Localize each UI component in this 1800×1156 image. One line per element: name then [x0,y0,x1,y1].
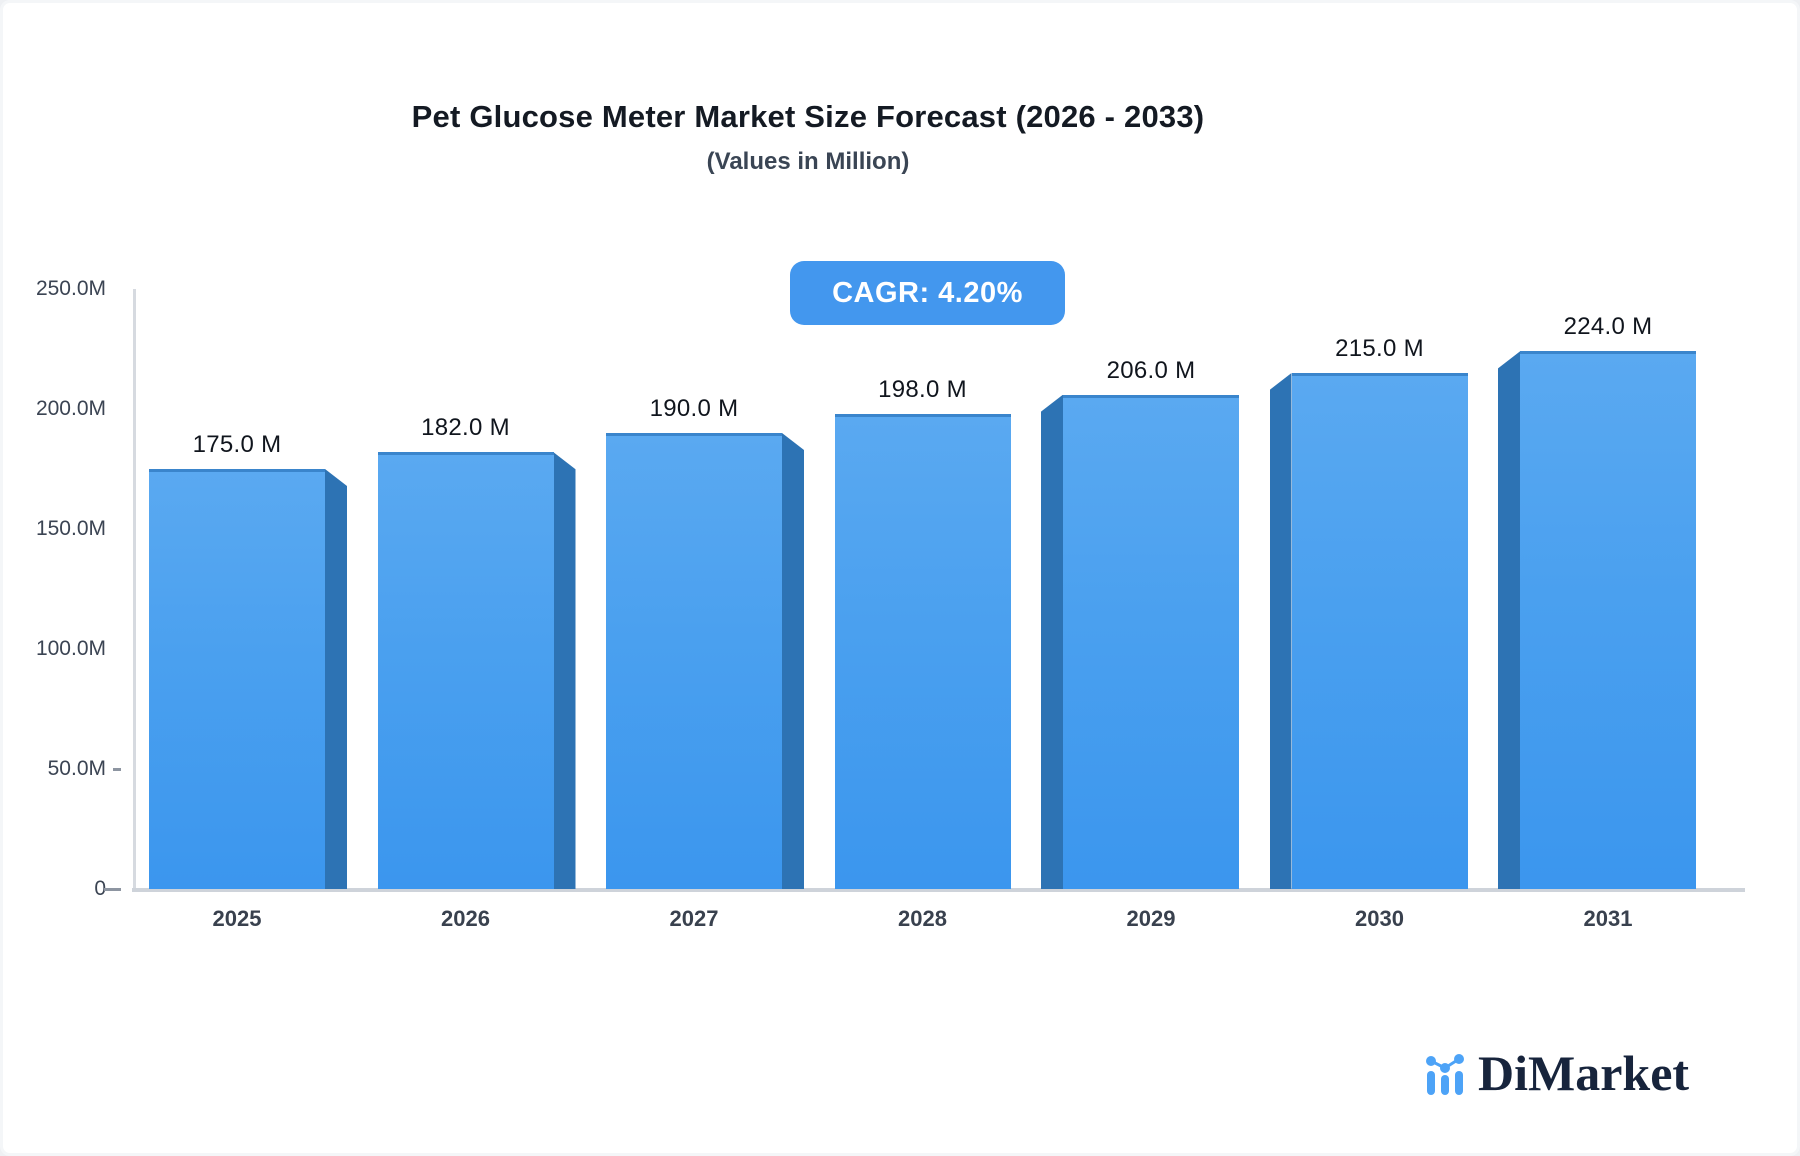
dimarket-bar-chart-logo-icon [1426,1054,1464,1095]
bar-2026[interactable] [377,452,554,889]
bar-2027-side-face [782,433,804,889]
x-axis-label: 2028 [898,906,947,931]
y-axis-label: 100.0M [35,637,106,660]
bar-2026-side-face [553,452,576,889]
bar-value-label: 206.0 M [1106,356,1196,384]
brand-logo: DiMarket [1422,1047,1689,1099]
chart-title: Pet Glucose Meter Market Size Forecast (… [411,99,1205,134]
bar-value-label: 224.0 M [1563,313,1653,341]
x-axis-line [132,888,1745,892]
x-axis-label: 2026 [441,906,490,931]
bar-2025[interactable] [149,469,325,889]
bar-value-label: 182.0 M [421,414,510,442]
chart-subtitle: (Values in Million) [706,148,910,175]
y-axis-label: 50.0M [47,757,106,780]
y-axis-label: 0 [94,877,106,900]
bar-2030-side-face [1269,373,1292,889]
x-axis-label: 2025 [212,906,262,931]
x-axis-label: 2027 [669,906,719,931]
bar-2031-side-face [1498,351,1520,889]
bar-2031[interactable] [1520,351,1696,889]
bar-2029-side-face [1041,394,1063,889]
bar-2029[interactable] [1063,394,1239,889]
bar-2027[interactable] [606,433,782,889]
chart-header: Pet Glucose Meter Market Size Forecast (… [3,99,1613,176]
bar-2028[interactable] [834,413,1011,889]
y-axis-label: 250.0M [35,277,106,300]
x-axis-label: 2031 [1583,906,1633,931]
bar-2025-side-face [325,469,347,889]
y-axis-label: 200.0M [35,397,106,420]
bar-2030[interactable] [1291,373,1468,889]
bar-value-label: 198.0 M [878,375,967,403]
bar-value-label: 190.0 M [649,395,739,422]
x-axis-label: 2029 [1126,906,1176,931]
y-axis-line [133,289,136,890]
brand-name: DiMarket [1478,1045,1690,1101]
y-axis-label: 150.0M [35,517,106,540]
y-axis-tick [113,768,121,771]
y-axis-tick [104,888,121,891]
bar-value-label: 175.0 M [192,431,282,458]
cagr-badge: CAGR: 4.20% [790,261,1065,325]
x-axis-label: 2030 [1355,906,1404,931]
bar-value-label: 215.0 M [1335,335,1424,362]
